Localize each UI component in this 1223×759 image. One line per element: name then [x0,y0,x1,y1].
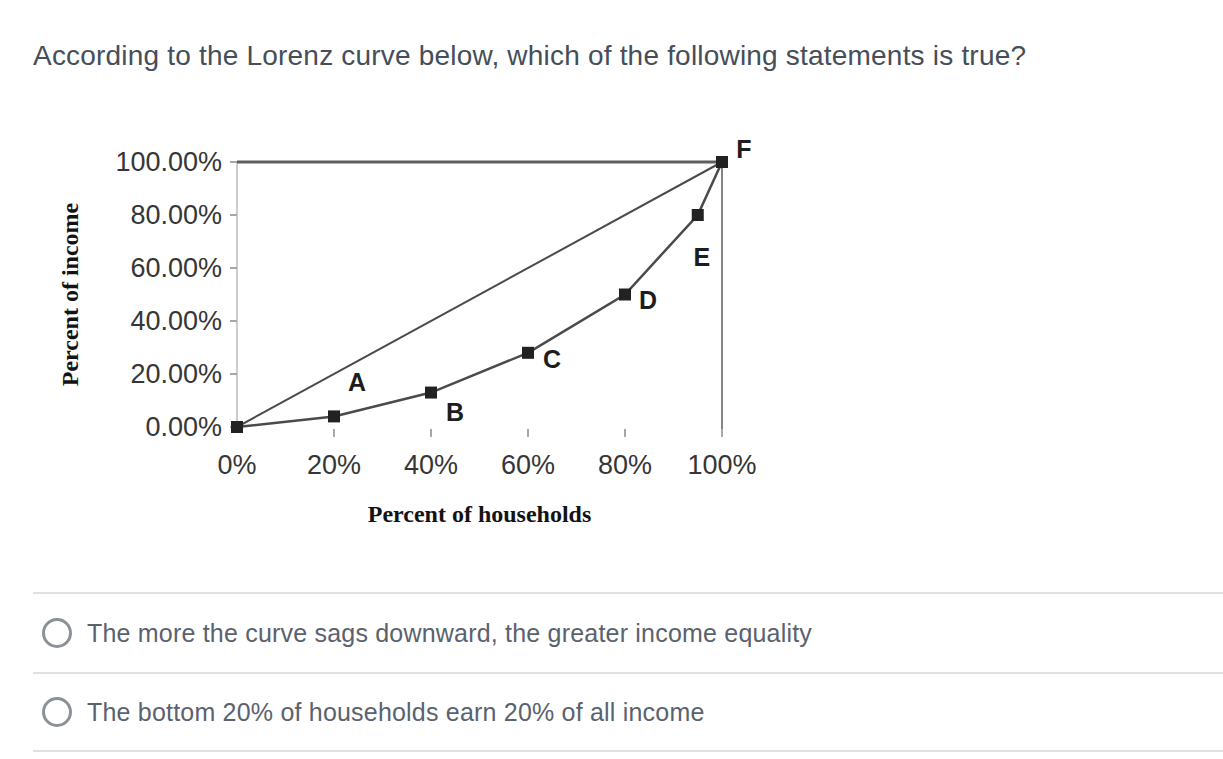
x-tick-label: 0% [217,450,256,480]
lorenz-curve-marker [619,289,631,301]
lorenz-chart-svg: 0.00% 20.00% 40.00% 60.00% 80.00% 100.00% 0% 20… [40,118,840,563]
point-label-E: E [693,243,710,271]
lorenz-curve-marker [716,156,728,168]
answer-option-2[interactable]: The bottom 20% of households earn 20% of… [33,672,1223,752]
option-label: The more the curve sags downward, the gr… [87,619,812,648]
x-tick-label: 40% [404,450,458,480]
answer-option-1[interactable]: The more the curve sags downward, the gr… [33,592,1223,672]
point-label-F: F [736,135,751,163]
y-axis-title: Percent of income [57,202,83,386]
lorenz-chart-figure: 0.00% 20.00% 40.00% 60.00% 80.00% 100.00% 0% 20… [40,118,840,563]
lorenz-curve-marker [522,347,534,359]
point-label-D: D [639,286,657,314]
lorenz-curve-marker [231,421,243,433]
point-label-C: C [543,345,561,373]
y-tick-label: 40.00% [130,306,222,336]
lorenz-curve-marker [692,209,704,221]
y-tick-label: 0.00% [145,412,222,442]
y-tick-label: 60.00% [130,253,222,283]
x-tick-label: 20% [307,450,361,480]
y-tick-label: 20.00% [130,359,222,389]
x-tick-label: 100% [687,450,756,480]
radio-button-icon[interactable] [42,618,72,648]
question-title: According to the Lorenz curve below, whi… [33,40,1026,72]
lorenz-curve-marker [425,387,437,399]
y-tick-label: 80.00% [130,200,222,230]
radio-button-icon[interactable] [42,697,72,727]
option-label: The bottom 20% of households earn 20% of… [87,698,705,727]
lorenz-curve-marker [328,410,340,422]
answer-options-list: The more the curve sags downward, the gr… [33,592,1223,752]
x-tick-label: 80% [598,450,652,480]
x-tick-label: 60% [501,450,555,480]
point-label-B: B [446,398,464,426]
point-label-A: A [348,368,366,396]
y-tick-label: 100.00% [115,147,222,177]
x-axis-title: Percent of households [368,501,592,527]
